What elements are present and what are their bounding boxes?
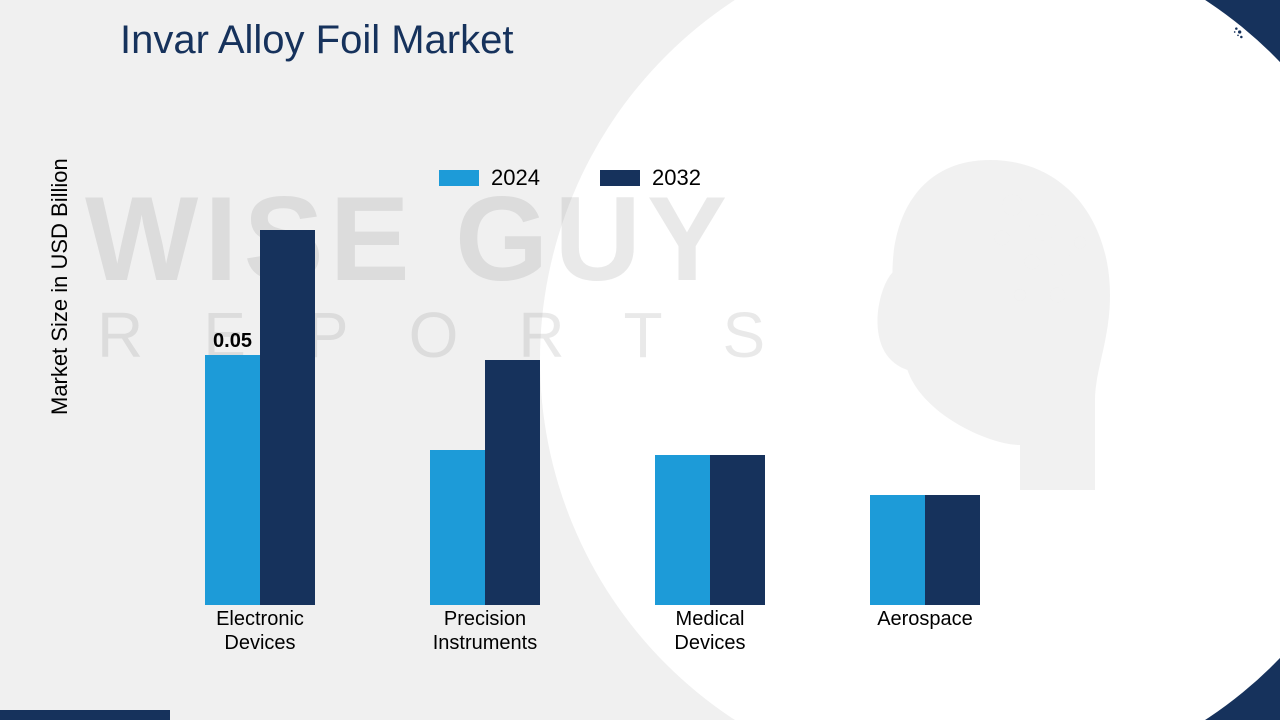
y-axis-label: Market Size in USD Billion [47, 158, 73, 415]
legend-swatch-2024 [439, 170, 479, 186]
logo-head-icon [1216, 22, 1250, 62]
bar-2032 [710, 455, 765, 605]
bar-2024: 0.05 [205, 355, 260, 605]
legend-item-2032: 2032 [600, 165, 701, 191]
bar-2032 [485, 360, 540, 605]
bar-2032 [260, 230, 315, 605]
bar-2032 [925, 495, 980, 605]
brand-logo: WISE GUY REPORTS [1024, 22, 1250, 78]
x-axis-label: PrecisionInstruments [385, 607, 585, 655]
legend-label-2032: 2032 [652, 165, 701, 191]
plot-area: 2024 2032 0.05 [120, 165, 1020, 605]
x-axis-label: Aerospace [825, 607, 1025, 631]
chart-title: Invar Alloy Foil Market [120, 18, 513, 63]
logo-text-line1: WISE GUY [1024, 23, 1210, 62]
x-axis-labels: ElectronicDevices PrecisionInstruments Med… [120, 607, 1020, 667]
legend-swatch-2032 [600, 170, 640, 186]
legend: 2024 2032 [120, 165, 1020, 191]
bar-value-label: 0.05 [213, 330, 252, 353]
logo-text-line2: REPORTS [1024, 60, 1250, 78]
x-axis-label: MedicalDevices [610, 607, 810, 655]
legend-label-2024: 2024 [491, 165, 540, 191]
bottom-accent-bar [0, 710, 170, 720]
bar-2024 [430, 450, 485, 605]
bars-area: 0.05 [120, 205, 1020, 605]
x-axis-label: ElectronicDevices [160, 607, 360, 655]
bar-2024 [870, 495, 925, 605]
bar-2024 [655, 455, 710, 605]
legend-item-2024: 2024 [439, 165, 540, 191]
chart-area: Market Size in USD Billion 2024 2032 0.0… [60, 165, 1040, 675]
chart-canvas: WISE GUY REPORTS Invar Alloy Foil Market… [0, 0, 1280, 720]
